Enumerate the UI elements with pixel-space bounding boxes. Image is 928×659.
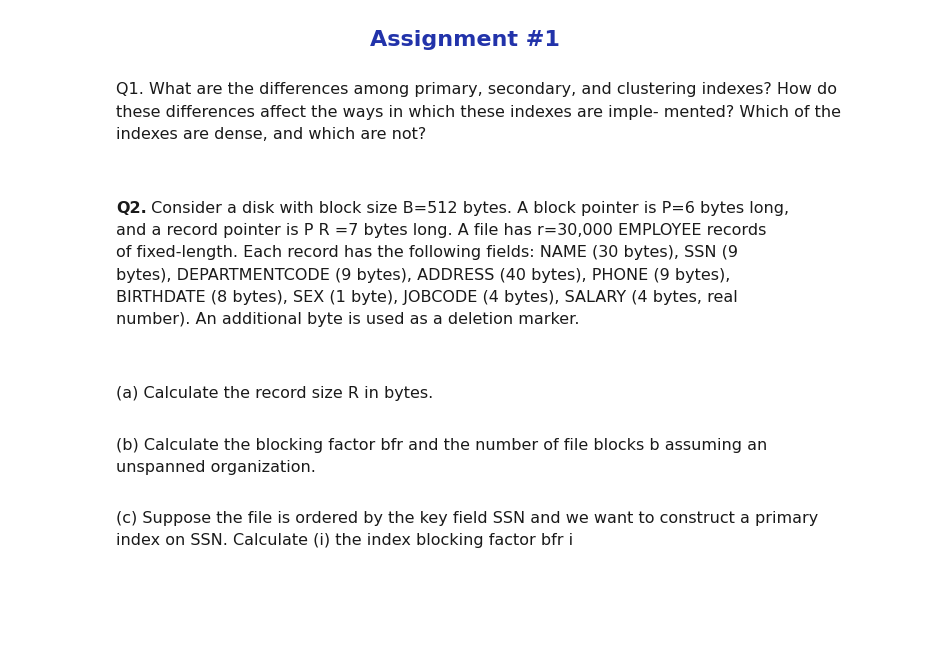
Text: Consider a disk with block size B=512 bytes. A block pointer is P=6 bytes long,: Consider a disk with block size B=512 by… [146,201,788,216]
Text: (b) Calculate the blocking factor bfr and the number of file blocks b assuming a: (b) Calculate the blocking factor bfr an… [116,438,767,475]
Text: Q1. What are the differences among primary, secondary, and clustering indexes? H: Q1. What are the differences among prima… [116,82,840,142]
Text: Q2.: Q2. [116,201,147,216]
Text: (a) Calculate the record size R in bytes.: (a) Calculate the record size R in bytes… [116,386,432,401]
Text: Assignment #1: Assignment #1 [369,30,559,49]
Text: and a record pointer is P R =7 bytes long. A file has r=30,000 EMPLOYEE records
: and a record pointer is P R =7 bytes lon… [116,201,766,327]
Text: (c) Suppose the file is ordered by the key field SSN and we want to construct a : (c) Suppose the file is ordered by the k… [116,511,818,548]
